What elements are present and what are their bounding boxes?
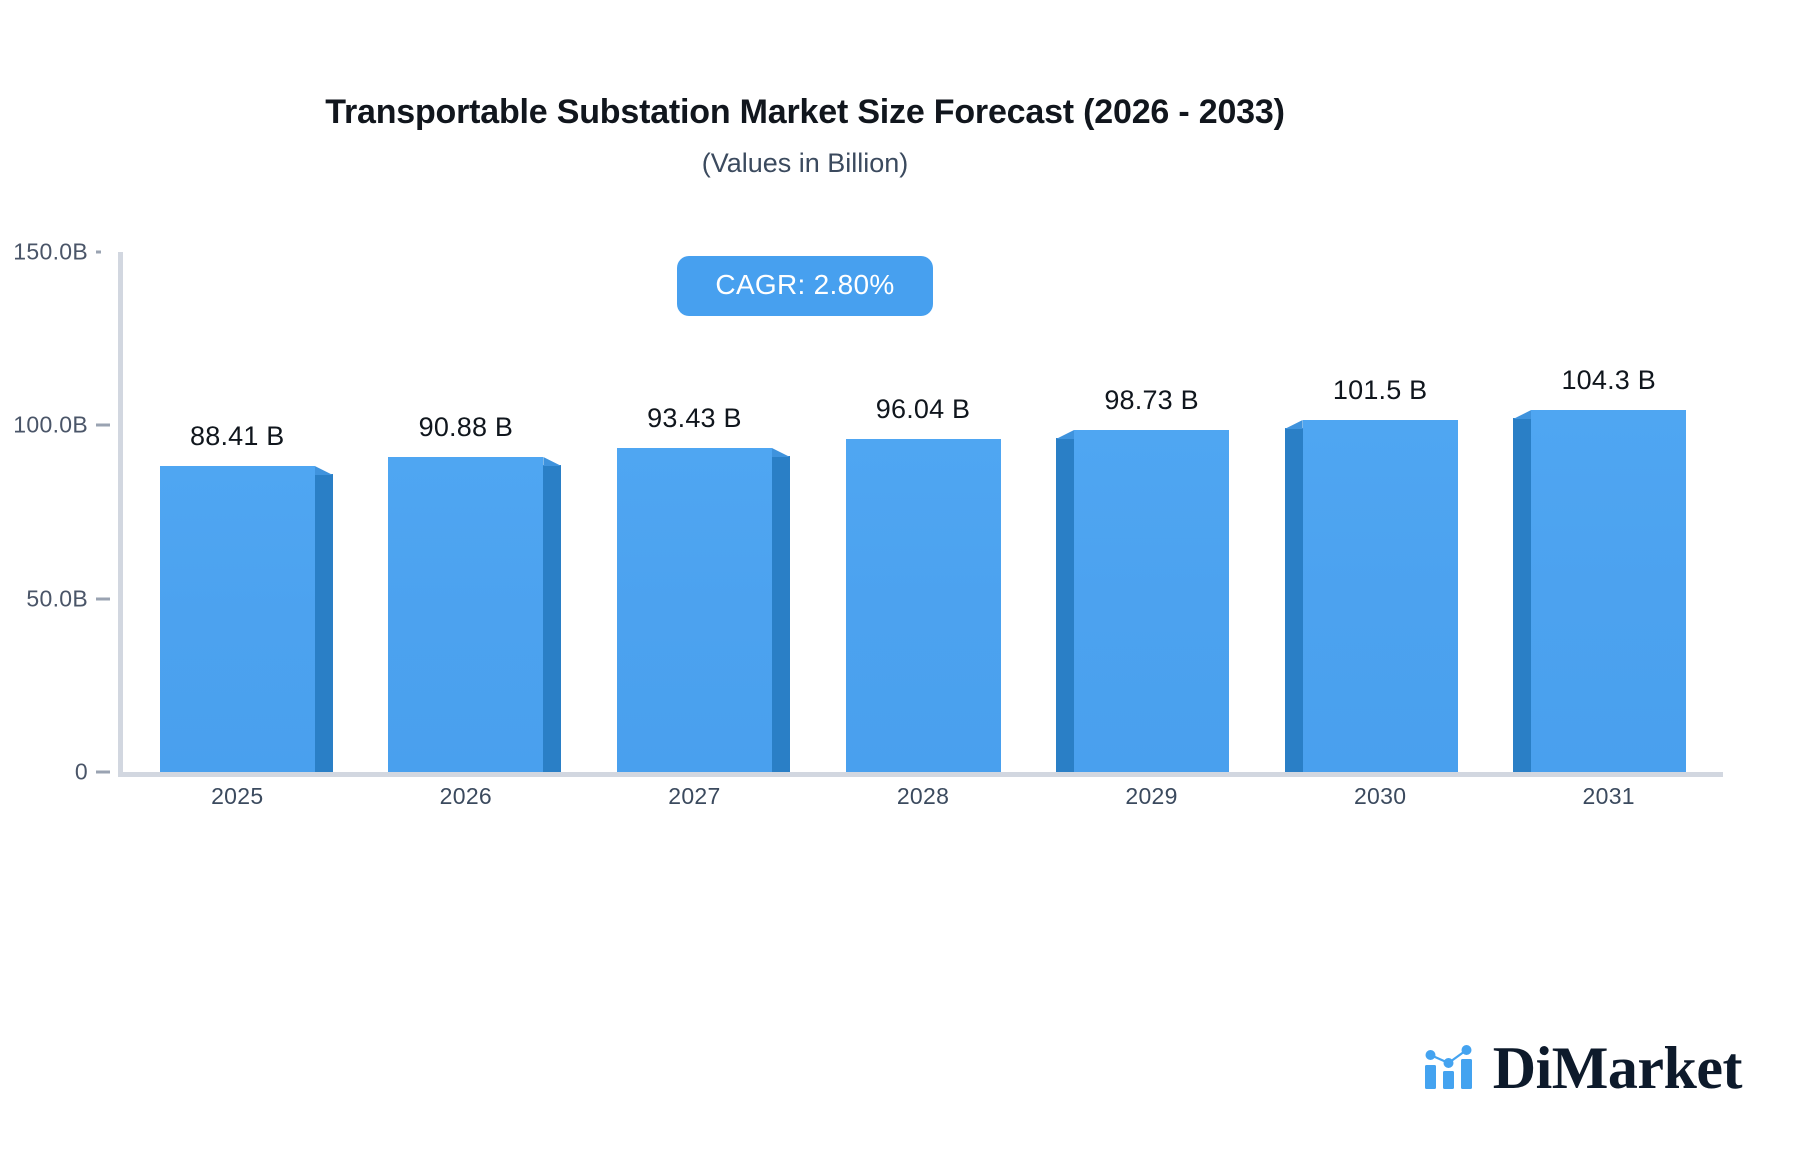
x-axis-labels: 2025 2026 2027 2028 2029 2030 2031 <box>123 783 1723 823</box>
bar-front-face <box>1531 410 1687 772</box>
y-axis-line <box>118 252 123 772</box>
y-tick-mark <box>96 250 101 254</box>
y-axis: 0 50.0B 100.0B 150.0B <box>0 0 118 1156</box>
y-tick-label: 0 <box>74 758 88 785</box>
bar-value-label: 96.04 B <box>875 394 971 424</box>
bar-2028[interactable]: 96.04 B <box>845 394 1001 772</box>
bar-2030[interactable]: 101.5 B <box>1284 375 1458 772</box>
bar-top-bevel <box>771 448 790 457</box>
bar-2026[interactable]: 90.88 B <box>388 412 562 772</box>
bar-top-bevel <box>543 457 562 466</box>
bar-side-face <box>771 456 790 772</box>
x-tick-label: 2027 <box>668 783 721 809</box>
y-tick-label: 100.0B <box>13 411 88 438</box>
bar-value-label: 90.88 B <box>418 412 514 442</box>
bar-2031[interactable]: 104.3 B <box>1513 365 1687 772</box>
x-tick-label: 2030 <box>1353 783 1407 809</box>
x-tick-label: 2025 <box>211 783 264 809</box>
bar-front-face <box>845 439 1001 772</box>
bar-top-bevel <box>314 466 333 475</box>
x-tick-label: 2028 <box>896 783 950 809</box>
y-tick-mark <box>96 423 110 427</box>
bar-2027[interactable]: 93.43 B <box>616 403 790 772</box>
x-tick-label: 2029 <box>1125 783 1178 809</box>
y-tick-mark <box>96 597 110 601</box>
bar-chart-icon <box>1423 1045 1477 1091</box>
bar-value-label: 93.43 B <box>647 403 742 433</box>
bar-2029[interactable]: 98.73 B <box>1056 385 1230 772</box>
y-tick-label: 50.0B <box>26 585 88 612</box>
bar-side-face <box>1284 428 1303 772</box>
logo-wordmark: DiMarket <box>1492 1035 1743 1101</box>
bar-value-label: 101.5 B <box>1332 375 1428 405</box>
bar-2025[interactable]: 88.41 B <box>159 421 333 772</box>
y-tick-label: 150.0B <box>13 238 88 265</box>
bar-top-bevel <box>1056 430 1075 439</box>
bar-front-face <box>616 448 772 772</box>
bar-series: 88.41 B 90.88 B 93.43 B 96.04 B 98.73 B 101.5… <box>123 252 1723 772</box>
bar-top-bevel <box>1513 410 1532 419</box>
chart-title: Transportable Substation Market Size For… <box>325 93 1285 131</box>
x-tick-label: 2026 <box>439 783 493 809</box>
bar-front-face <box>1074 430 1230 772</box>
bar-front-face <box>1302 420 1458 772</box>
chart-subtitle: (Values in Billion) <box>701 147 909 178</box>
bar-top-bevel <box>1284 420 1303 429</box>
plot-area <box>118 252 1723 777</box>
bar-value-label: 104.3 B <box>1561 365 1656 395</box>
bar-side-face <box>314 474 333 772</box>
bar-value-label: 98.73 B <box>1104 385 1199 415</box>
x-axis-line <box>118 772 1723 777</box>
chart-header: Transportable Substation Market Size For… <box>0 92 1610 179</box>
x-tick-label: 2031 <box>1582 783 1635 809</box>
bar-side-face <box>1513 418 1532 772</box>
dimarket-logo: DiMarket <box>1423 1035 1743 1101</box>
bar-side-face <box>543 465 562 772</box>
y-tick-mark <box>96 770 110 774</box>
bar-value-label: 88.41 B <box>190 421 285 451</box>
bar-front-face <box>159 466 315 772</box>
bar-front-face <box>388 457 544 772</box>
bar-side-face <box>1056 438 1075 772</box>
